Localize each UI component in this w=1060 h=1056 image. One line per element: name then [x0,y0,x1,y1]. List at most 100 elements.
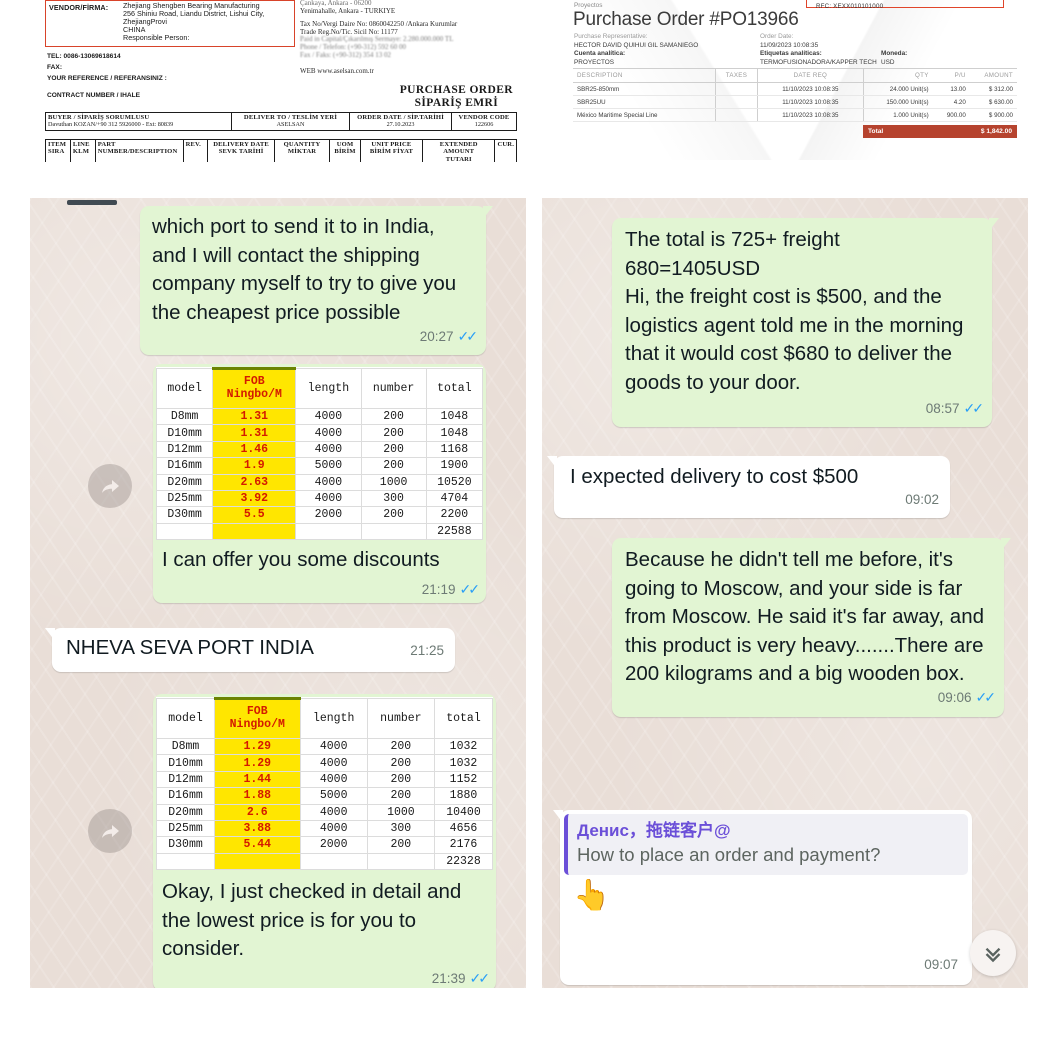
message-bubble-outgoing-with-image[interactable]: model FOB Ningbo/M length number total D8… [153,694,496,988]
message-bubble-incoming[interactable]: NHEVA SEVA PORT INDIA 21:25 [52,628,455,672]
purchase-representative-label: Purchase Representative: [574,33,648,40]
message-time: 21:25 [410,642,444,658]
cell-model: D25mm [156,819,215,838]
company-info-line: Tax No/Vergi Daire No: 0860042250 /Ankar… [300,20,458,29]
cell-pu: 13.00 [932,82,970,96]
vendor-box [45,0,295,47]
chat-panel-left[interactable]: which port to send it to in India, and I… [30,198,526,988]
table-row: D12mm 1.46 4000 200 1168 [155,440,484,459]
message-time: 09:06 [937,690,972,705]
cell-number: 200 [360,457,427,475]
quoted-text: How to place an order and payment? [577,844,881,865]
table-row: México Maritime Special Line 11/10/2023 … [573,108,1017,122]
message-bubble-outgoing-with-image[interactable]: model FOB Ningbo/M length number total D8… [153,364,486,603]
cell-taxes [715,95,758,109]
cell-total: 1152 [433,770,494,789]
cell-description: SBR25UU [573,95,716,109]
cell-length: 4000 [295,489,362,508]
col-number: number [366,698,435,739]
buyer-info-table: BUYER / SİPARİŞ SORUMLUSU Davuthan KOZAN… [45,112,517,131]
table-row: D8mm 1.31 4000 200 1048 [155,407,484,426]
col-quantity: QUANTITY [283,141,321,148]
quotation-table-1: model FOB Ningbo/M length number total D8… [155,367,484,541]
vendor-contact-block: TEL: 0086-13069618614 FAX: YOUR REFERENC… [47,52,167,84]
etiquetas-analiticas-label: Etiquetas analíticas: [760,50,822,57]
purchase-order-title: PURCHASE ORDER SİPARİŞ EMRİ [400,84,513,109]
quoted-message[interactable]: Денис，拖链客户@ How to place an order and pa… [564,814,968,875]
message-text: I expected delivery to cost $500 [570,465,859,488]
message-text: NHEVA SEVA PORT INDIA [66,636,314,659]
cell-total: 1048 [425,407,484,426]
vendor-address: Zhejiang Shengben Bearing Manufacturing … [123,1,291,43]
cell-length: 4000 [295,473,362,491]
cell-fob: 1.31 [212,407,297,426]
cell-number: 200 [366,836,435,854]
message-bubble-outgoing[interactable]: which port to send it to in India, and I… [140,206,486,355]
moneda-value: USD [881,58,895,66]
buyer-header: BUYER / SİPARİŞ SORUMLUSU [48,114,150,121]
table-row: SBR25-850mm 11/10/2023 10:08:35 24.000 U… [573,82,1017,96]
message-meta: 09:06 ✓✓ [937,683,996,713]
chevron-double-down-icon [985,947,1001,963]
message-emoji: 👆 [573,879,611,912]
cell-model: D20mm [156,803,215,821]
vendor-code-value: 122606 [474,121,494,129]
cell-grand-total: 22588 [425,522,484,541]
order-date-value: 27.10.2023 [386,121,415,129]
table-row: D10mm 1.31 4000 200 1048 [155,424,484,442]
message-bubble-outgoing[interactable]: Because he didn't tell me before, it's g… [612,538,1004,717]
cell-length: 4000 [299,754,368,772]
forward-message-button[interactable] [88,809,132,853]
chat-panel-right[interactable]: The total is 725+ freight 680=1405USD Hi… [542,198,1028,988]
table-row: D10mm 1.29 4000 200 1032 [156,754,494,772]
vendor-tel: TEL: 0086-13069618614 [47,53,121,60]
col-extended-amount-tr: TUTARI [445,155,472,162]
cell-grand-total: 22328 [433,852,494,871]
forward-message-button[interactable] [88,464,132,508]
cell-model: D8mm [155,407,214,426]
table-row: D30mm 5.5 2000 200 2200 [155,506,484,524]
message-bubble-incoming-quoted[interactable]: Денис，拖链客户@ How to place an order and pa… [560,810,972,985]
vendor-address-line: Responsible Person: [123,33,190,43]
cell-number: 200 [360,424,427,442]
cell-qty: 1.000 Unit(s) [863,108,933,122]
po13966-document: RFC: XEXX010101000 Proyectos Purchase Or… [548,0,1040,160]
cell-length: 4000 [295,424,362,442]
cell-taxes [715,82,758,96]
total-label: Total [868,128,884,135]
col-total: total [433,698,494,739]
deliver-to-header: DELIVER TO / TESLİM YERİ [243,114,338,121]
col-length: length [295,368,362,409]
cell-description: SBR25-850mm [573,82,716,96]
scroll-to-bottom-button[interactable] [970,930,1016,976]
message-time: 20:27 [419,328,454,344]
col-fob-ningbo: FOB Ningbo/M [213,697,301,739]
message-time: 09:02 [905,491,939,507]
message-bubble-incoming[interactable]: I expected delivery to cost $500 09:02 [554,456,950,518]
cell-number: 200 [366,770,435,789]
moneda-label: Moneda: [881,50,908,57]
table-row: D8mm 1.29 4000 200 1032 [156,737,494,756]
cell-amount: $ 900.00 [969,108,1017,122]
cell-fob: 2.63 [212,473,297,491]
message-meta: 09:07 [924,951,958,980]
message-meta: 09:02 [905,486,939,515]
cell-total: 1900 [425,457,484,475]
purchase-representative-field: Purchase Representative: HECTOR DAVID QU… [574,33,698,51]
message-bubble-outgoing[interactable]: The total is 725+ freight 680=1405USD Hi… [612,218,992,427]
table-row: SBR25UU 11/10/2023 10:08:35 150.000 Unit… [573,95,1017,109]
forward-arrow-icon [102,825,119,838]
buyer-value: Davuthan KOZAN/+90 312 5926000 - Ext: 80… [48,121,174,129]
cell-description: México Maritime Special Line [573,108,716,122]
message-time: 21:19 [421,582,456,597]
col-line-tr: KLM [72,148,90,156]
message-meta: 20:27 ✓✓ [419,322,478,352]
col-model: model [155,368,214,409]
table-row: D30mm 5.44 2000 200 2176 [156,836,494,854]
cell-total: 4704 [425,489,484,508]
col-unit-price-tr: BİRİM FİYAT [369,148,414,156]
cell-number: 200 [360,440,427,459]
col-length: length [299,698,368,739]
table-row: D16mm 1.88 5000 200 1880 [156,787,494,805]
po13966-line-items-table: DESCRIPTION TAXES DATE REQ QTY P/U AMOUN… [573,68,1017,122]
